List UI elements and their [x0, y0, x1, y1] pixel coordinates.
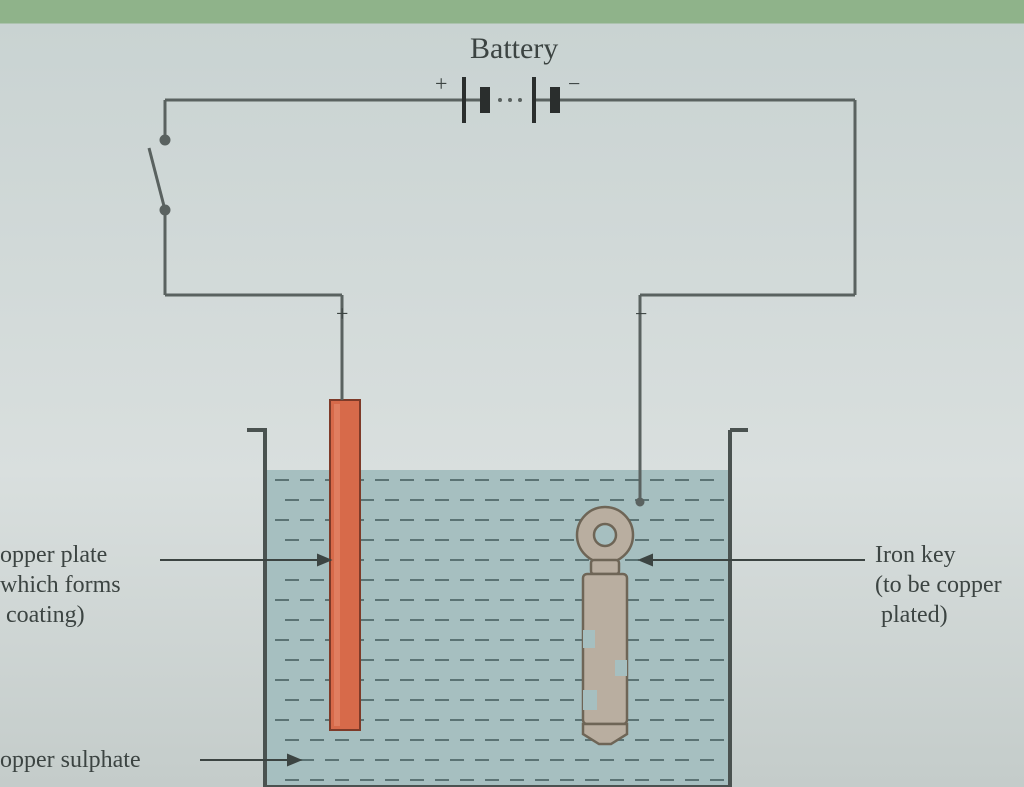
copper-plate-label: opper plate which forms coating): [0, 540, 121, 630]
iron-key: [577, 507, 633, 744]
battery-symbol: [455, 77, 566, 123]
beaker: [247, 430, 748, 787]
copper-plate: [330, 400, 360, 730]
iron-key-label: Iron key (to be copper plated): [875, 540, 1002, 630]
cathode-minus-sign: −: [635, 300, 647, 328]
battery-plus-sign: +: [435, 70, 447, 98]
electroplating-diagram: [0, 0, 1024, 787]
battery-label: Battery: [470, 30, 558, 68]
anode-plus-sign: +: [336, 300, 348, 328]
circuit-wires: [149, 100, 855, 505]
copper-sulphate-label: opper sulphate: [0, 745, 141, 775]
battery-minus-sign: −: [568, 70, 580, 98]
